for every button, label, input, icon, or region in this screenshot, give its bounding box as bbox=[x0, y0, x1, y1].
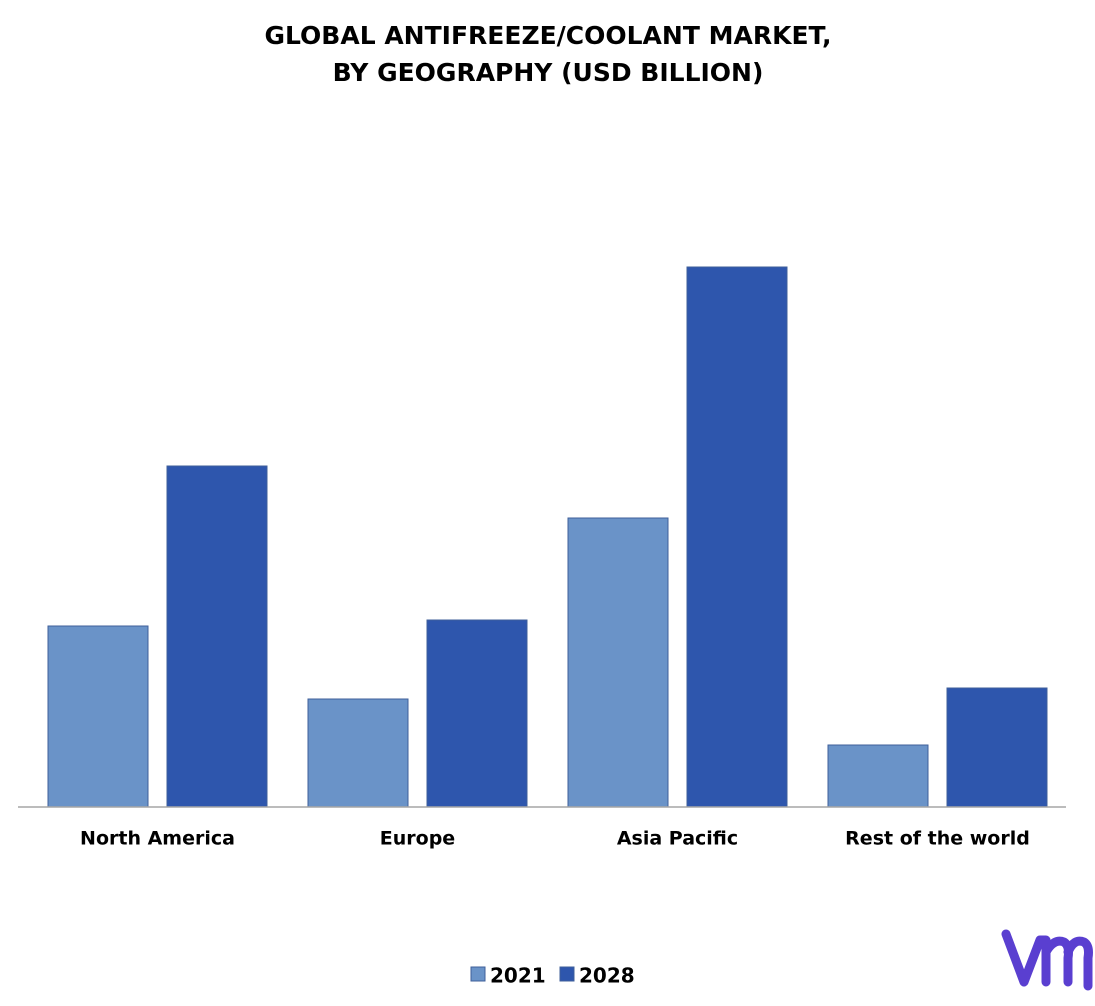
bar bbox=[426, 619, 528, 808]
bar bbox=[686, 266, 788, 808]
bar bbox=[47, 625, 149, 808]
x-tick-label: Asia Pacific bbox=[617, 828, 738, 850]
legend-swatch bbox=[559, 966, 575, 982]
x-tick-label: Europe bbox=[380, 828, 455, 850]
bar bbox=[166, 465, 268, 808]
chart-title: GLOBAL ANTIFREEZE/COOLANT MARKET, bbox=[264, 21, 831, 50]
legend-label: 2021 bbox=[490, 964, 546, 988]
legend-swatch bbox=[470, 966, 486, 982]
legend-label: 2028 bbox=[579, 964, 635, 988]
x-tick-label: Rest of the world bbox=[845, 828, 1030, 850]
chart-title: BY GEOGRAPHY (USD BILLION) bbox=[333, 58, 764, 87]
bar bbox=[946, 687, 1048, 808]
bar bbox=[827, 744, 929, 808]
logo-mark bbox=[1001, 929, 1093, 991]
logo bbox=[1001, 929, 1093, 991]
x-tick-label: North America bbox=[80, 828, 235, 850]
bar bbox=[567, 517, 669, 808]
bar bbox=[307, 698, 409, 808]
